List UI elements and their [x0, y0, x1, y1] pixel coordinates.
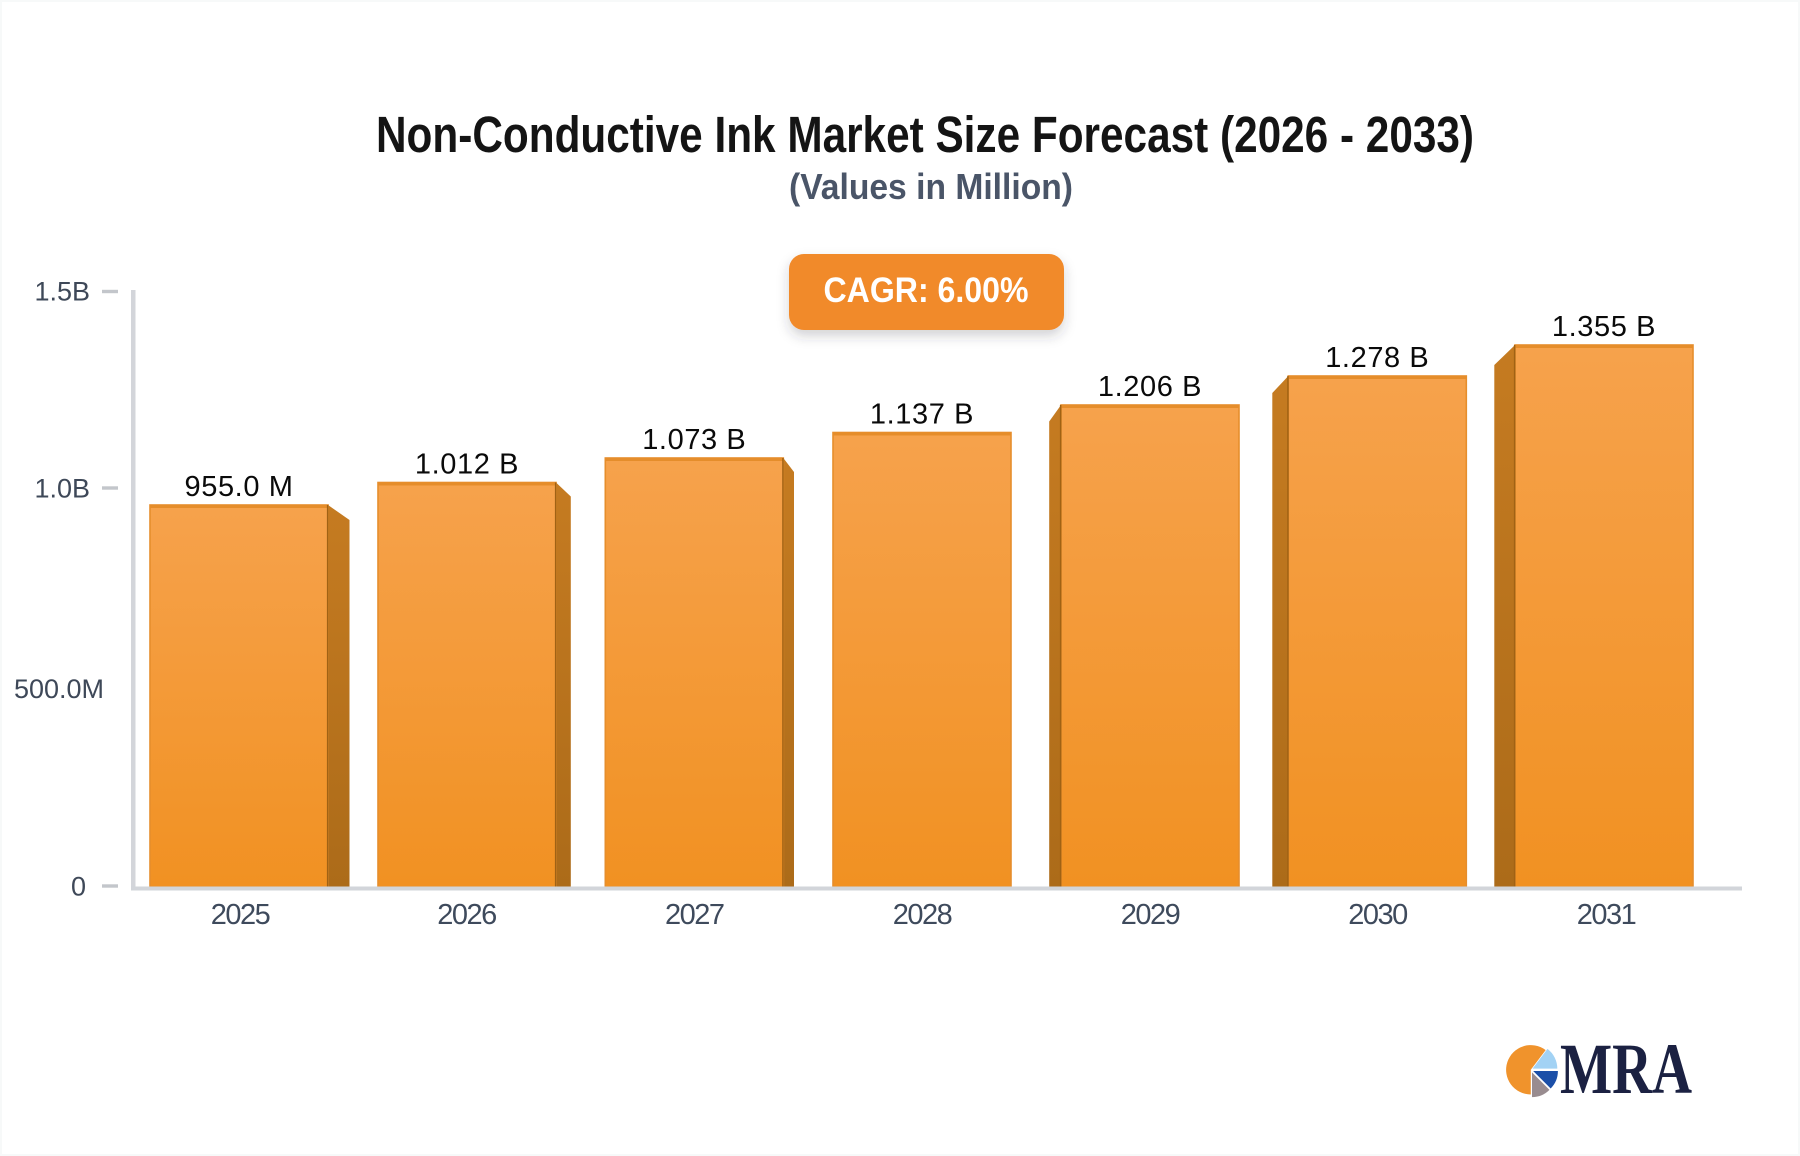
svg-text:1.012 B: 1.012 B	[415, 449, 519, 481]
svg-text:Non-Conductive Ink Market Size: Non-Conductive Ink Market Size Forecast …	[376, 106, 1474, 163]
svg-text:1.355 B: 1.355 B	[1552, 311, 1656, 343]
svg-text:955.0 M: 955.0 M	[185, 471, 294, 503]
svg-text:2025: 2025	[211, 899, 270, 931]
svg-text:2028: 2028	[893, 899, 952, 931]
svg-text:1.0B: 1.0B	[34, 474, 90, 504]
svg-text:1.278 B: 1.278 B	[1325, 342, 1429, 374]
svg-text:1.073 B: 1.073 B	[642, 424, 746, 456]
svg-text:CAGR: 6.00%: CAGR: 6.00%	[824, 271, 1029, 310]
svg-text:2029: 2029	[1121, 899, 1180, 931]
svg-text:2027: 2027	[665, 899, 724, 931]
svg-text:500.0M: 500.0M	[14, 674, 104, 704]
svg-text:1.5B: 1.5B	[34, 277, 90, 307]
svg-text:(Values in Million): (Values in Million)	[789, 166, 1073, 207]
svg-text:2026: 2026	[437, 899, 496, 931]
svg-text:1.137 B: 1.137 B	[870, 399, 974, 431]
svg-text:0: 0	[71, 872, 86, 902]
svg-text:2031: 2031	[1577, 899, 1636, 931]
svg-text:MRA: MRA	[1560, 1029, 1692, 1109]
svg-text:2030: 2030	[1348, 899, 1407, 931]
svg-text:1.206 B: 1.206 B	[1098, 371, 1202, 403]
